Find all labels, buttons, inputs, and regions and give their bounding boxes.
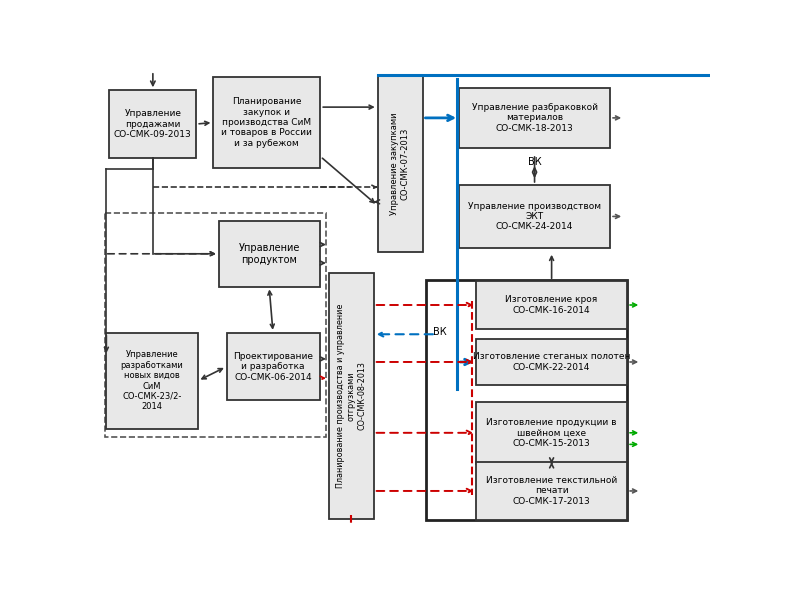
Text: Планирование производства и управление
отгрузками
СО-СМК-08-2013: Планирование производства и управление о… [336, 304, 366, 488]
Text: ВК: ВК [433, 327, 447, 337]
Text: Управление закупками
СО-СМК-07-2013: Управление закупками СО-СМК-07-2013 [391, 112, 409, 215]
Bar [219, 221, 320, 287]
Text: Изготовление текстильной
печати
СО-СМК-17-2013: Изготовление текстильной печати СО-СМК-1… [486, 476, 617, 506]
Bar [476, 462, 627, 520]
Text: Проектирование
и разработка
СО-СМК-06-2014: Проектирование и разработка СО-СМК-06-20… [233, 352, 313, 382]
Bar [107, 333, 198, 429]
Text: Управление производством
ЭКТ
СО-СМК-24-2014: Управление производством ЭКТ СО-СМК-24-2… [468, 202, 601, 231]
Text: Изготовление стеганых полотен
СО-СМК-22-2014: Изготовление стеганых полотен СО-СМК-22-… [473, 352, 630, 372]
Bar [426, 280, 627, 520]
Bar [476, 339, 627, 385]
Bar [476, 281, 627, 329]
Text: ВК: ВК [528, 157, 541, 167]
Text: Планирование
закупок и
производства СиМ
и товаров в России
и за рубежом: Планирование закупок и производства СиМ … [222, 97, 312, 148]
Text: Управление разбраковкой
материалов
СО-СМК-18-2013: Управление разбраковкой материалов СО-СМ… [472, 103, 597, 133]
Bar [226, 333, 320, 401]
Text: Управление
разработками
новых видов
СиМ
СО-СМК-23/2-
2014: Управление разработками новых видов СиМ … [121, 350, 184, 411]
Text: Управление
продуктом: Управление продуктом [238, 243, 300, 265]
Bar [476, 402, 627, 463]
Bar [329, 272, 374, 519]
Text: Управление
продажами
СО-СМК-09-2013: Управление продажами СО-СМК-09-2013 [114, 109, 192, 139]
Bar [105, 213, 326, 437]
Text: Изготовление кроя
СО-СМК-16-2014: Изготовление кроя СО-СМК-16-2014 [506, 296, 598, 314]
Bar [378, 75, 423, 252]
Text: Изготовление продукции в
швейном цехе
СО-СМК-15-2013: Изготовление продукции в швейном цехе СО… [486, 418, 617, 448]
Bar [213, 77, 320, 168]
Bar [459, 185, 610, 248]
Bar [110, 90, 196, 158]
Bar [459, 88, 610, 148]
